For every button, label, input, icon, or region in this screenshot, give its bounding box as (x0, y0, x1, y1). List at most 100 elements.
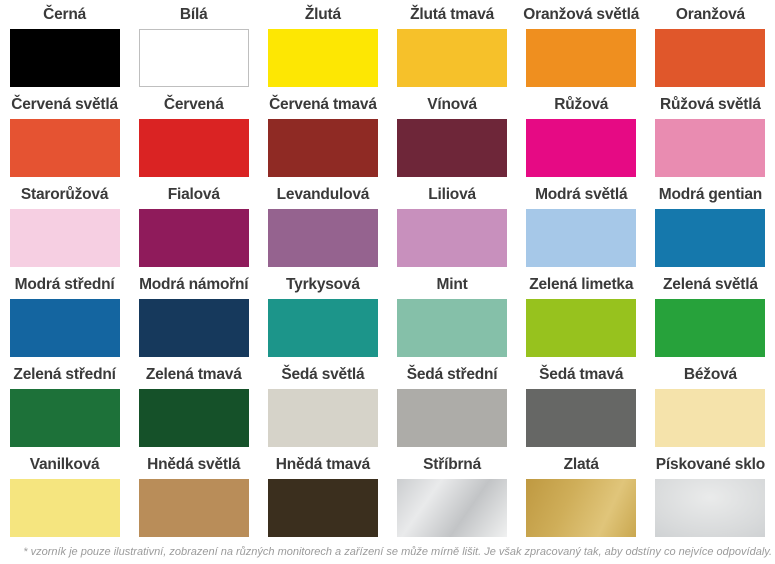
swatch-cell: Červená (129, 90, 258, 180)
color-swatch[interactable] (526, 389, 637, 447)
swatch-name-label: Bílá (179, 6, 208, 23)
swatch-name-label: Šedá tmavá (539, 366, 624, 383)
swatch-name-label: Zelená světlá (663, 276, 758, 293)
swatch-name-label: Mint (436, 276, 468, 293)
color-swatch[interactable] (267, 119, 378, 177)
swatch-grid: Černá Bílá Žlutá Žlutá tmavá Oranžová světlá… (0, 0, 775, 540)
swatch-cell: Tyrkysová (258, 270, 387, 360)
color-swatch[interactable] (138, 29, 249, 87)
color-swatch[interactable] (397, 209, 508, 267)
color-swatch[interactable] (526, 209, 637, 267)
color-swatch[interactable] (138, 119, 249, 177)
color-swatch[interactable] (267, 479, 378, 537)
swatch-cell: Červená světlá (0, 90, 129, 180)
swatch-name-label: Tyrkysová (286, 276, 360, 293)
swatch-name-label: Černá (43, 6, 87, 23)
color-swatch[interactable] (397, 29, 508, 87)
swatch-name-label: Modrá střední (14, 276, 115, 293)
swatch-name-label: Modrá námořní (139, 276, 249, 293)
color-swatch[interactable] (397, 119, 508, 177)
swatch-cell: Stříbrná (388, 450, 517, 540)
swatch-cell: Žlutá (258, 0, 387, 90)
swatch-name-label: Oranžová světlá (523, 6, 640, 23)
color-swatch[interactable] (655, 209, 766, 267)
swatch-name-label: Šedá střední (406, 366, 498, 383)
color-swatch[interactable] (267, 209, 378, 267)
swatch-name-label: Zelená tmavá (145, 366, 242, 383)
swatch-cell: Oranžová světlá (517, 0, 646, 90)
color-swatch[interactable] (9, 479, 120, 537)
swatch-cell: Béžová (646, 360, 775, 450)
swatch-name-label: Fialová (167, 186, 220, 203)
color-swatch[interactable] (655, 119, 766, 177)
swatch-cell: Šedá světlá (258, 360, 387, 450)
swatch-cell: Bílá (129, 0, 258, 90)
swatch-cell: Oranžová (646, 0, 775, 90)
color-swatch[interactable] (655, 479, 766, 537)
swatch-name-label: Růžová světlá (660, 96, 761, 113)
swatch-name-label: Zelená střední (13, 366, 116, 383)
color-swatch[interactable] (9, 299, 120, 357)
color-swatch[interactable] (138, 389, 249, 447)
swatch-name-label: Červená tmavá (269, 96, 377, 113)
swatch-cell: Modrá střední (0, 270, 129, 360)
swatch-cell: Žlutá tmavá (388, 0, 517, 90)
color-swatch[interactable] (526, 479, 637, 537)
swatch-cell: Hnědá tmavá (258, 450, 387, 540)
swatch-cell: Růžová (517, 90, 646, 180)
color-swatch[interactable] (655, 29, 766, 87)
color-swatch[interactable] (526, 29, 637, 87)
swatch-cell: Růžová světlá (646, 90, 775, 180)
swatch-cell: Liliová (388, 180, 517, 270)
swatch-cell: Hnědá světlá (129, 450, 258, 540)
swatch-name-label: Béžová (683, 366, 737, 383)
swatch-cell: Zelená tmavá (129, 360, 258, 450)
color-swatch[interactable] (138, 209, 249, 267)
swatch-cell: Levandulová (258, 180, 387, 270)
color-swatch[interactable] (526, 119, 637, 177)
swatch-name-label: Červená světlá (11, 96, 118, 113)
swatch-name-label: Zelená limetka (529, 276, 634, 293)
color-swatch[interactable] (267, 299, 378, 357)
color-swatch[interactable] (267, 29, 378, 87)
swatch-cell: Zelená světlá (646, 270, 775, 360)
color-swatch[interactable] (397, 479, 508, 537)
color-swatch[interactable] (9, 209, 120, 267)
color-swatch[interactable] (9, 389, 120, 447)
swatch-cell: Modrá gentian (646, 180, 775, 270)
swatch-name-label: Šedá světlá (281, 366, 365, 383)
color-swatch[interactable] (526, 299, 637, 357)
swatch-name-label: Pískované sklo (655, 456, 766, 473)
swatch-cell: Fialová (129, 180, 258, 270)
swatch-cell: Červená tmavá (258, 90, 387, 180)
swatch-cell: Šedá tmavá (517, 360, 646, 450)
color-swatch[interactable] (138, 479, 249, 537)
swatch-name-label: Žlutá tmavá (410, 6, 495, 23)
swatch-cell: Vanilková (0, 450, 129, 540)
swatch-cell: Vínová (388, 90, 517, 180)
swatch-name-label: Červená (163, 96, 224, 113)
swatch-name-label: Růžová (554, 96, 609, 113)
swatch-cell: Starorůžová (0, 180, 129, 270)
swatch-name-label: Oranžová (675, 6, 745, 23)
color-swatch[interactable] (9, 29, 120, 87)
color-swatch[interactable] (9, 119, 120, 177)
swatch-cell: Šedá střední (388, 360, 517, 450)
swatch-name-label: Zlatá (563, 456, 599, 473)
color-swatch[interactable] (655, 389, 766, 447)
color-swatch[interactable] (267, 389, 378, 447)
color-swatch[interactable] (397, 389, 508, 447)
disclaimer-footnote: * vzorník je pouze ilustrativní, zobraze… (23, 546, 772, 558)
color-swatch[interactable] (138, 299, 249, 357)
swatch-cell: Zelená střední (0, 360, 129, 450)
color-swatch[interactable] (655, 299, 766, 357)
swatch-name-label: Hnědá tmavá (275, 456, 371, 473)
swatch-cell: Zlatá (517, 450, 646, 540)
swatch-name-label: Vanilková (29, 456, 100, 473)
color-swatch[interactable] (397, 299, 508, 357)
swatch-name-label: Levandulová (276, 186, 370, 203)
swatch-name-label: Modrá světlá (535, 186, 628, 203)
swatch-cell: Pískované sklo (646, 450, 775, 540)
swatch-name-label: Vínová (427, 96, 477, 113)
swatch-cell: Modrá námořní (129, 270, 258, 360)
